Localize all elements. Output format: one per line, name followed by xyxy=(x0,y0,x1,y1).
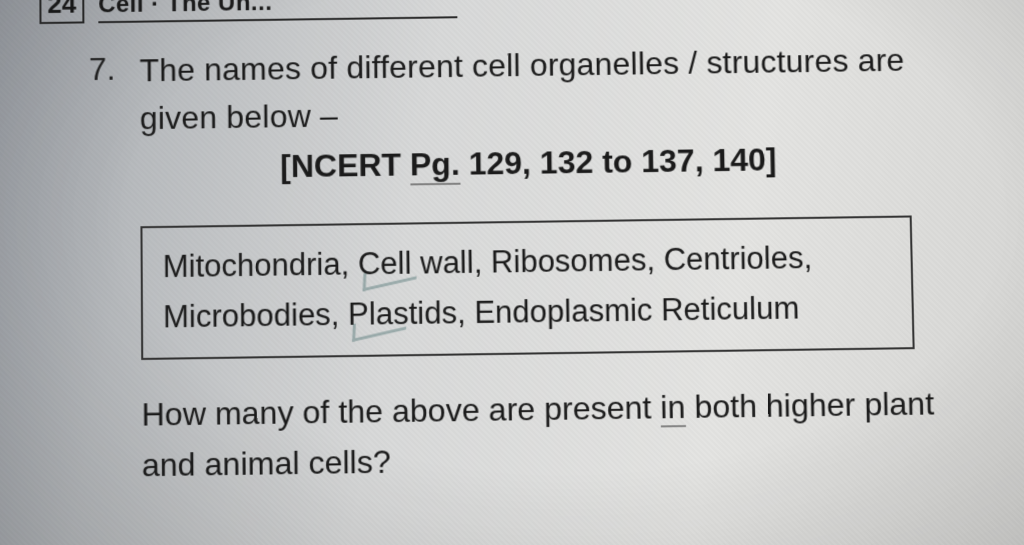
question-row: 7. The names of different cell organelle… xyxy=(80,35,962,491)
box-cellwall-marked: Cell xyxy=(358,246,412,282)
follow-in-underlined: in xyxy=(660,389,686,426)
followup-question: How many of the above are present in bot… xyxy=(141,379,962,491)
box-line1-post: wall, Ribosomes, Centrioles, xyxy=(411,240,812,281)
chapter-title-truncated: Cell · The Un... xyxy=(98,0,457,23)
header-bar: 24 Cell · The Un... xyxy=(39,0,951,24)
ref-prefix: [NCERT xyxy=(280,146,410,184)
question-lead-text: The names of different cell organelles /… xyxy=(139,35,953,142)
page-content: 24 Cell · The Un... 7. The names of diff… xyxy=(0,0,1024,493)
ref-pg-label: Pg. xyxy=(410,146,460,183)
box-line2-pre: Microbodies, xyxy=(163,296,348,334)
question-body: The names of different cell organelles /… xyxy=(139,35,962,491)
box-line-2: Microbodies, Plastids, Endoplasmic Retic… xyxy=(163,282,892,342)
ncert-reference: [NCERT Pg. 129, 132 to 137, 140] xyxy=(280,133,955,190)
question-number: 7. xyxy=(80,47,118,492)
box-line1-pre: Mitochondria, xyxy=(163,246,359,284)
ref-pages: 129, 132 to 137, 140] xyxy=(460,141,777,181)
follow-pre: How many of the above are present xyxy=(141,389,660,433)
box-plastids-marked: Plastids xyxy=(348,295,457,332)
organelle-list-box: Mitochondria, Cell wall, Ribosomes, Cent… xyxy=(140,215,914,360)
page-number-box: 24 xyxy=(39,0,84,24)
box-line2-post: , Endoplasmic Reticulum xyxy=(457,290,800,330)
